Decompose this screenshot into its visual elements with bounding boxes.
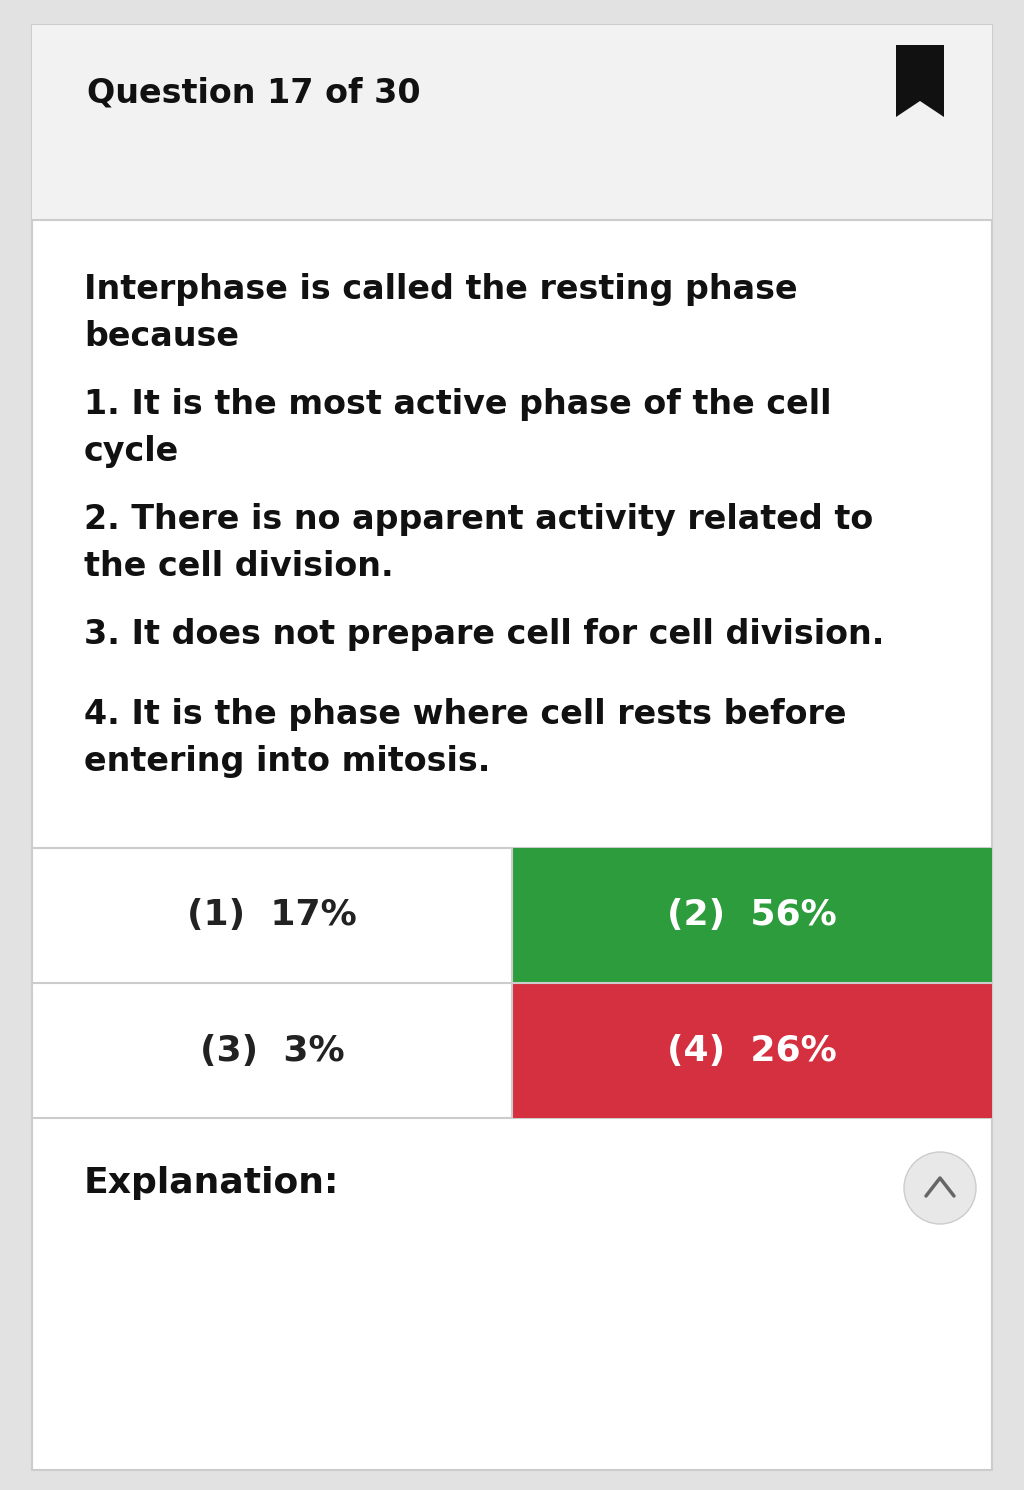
Text: (1)  17%: (1) 17% <box>187 898 357 933</box>
Text: Explanation:: Explanation: <box>84 1167 339 1199</box>
Text: (2)  56%: (2) 56% <box>667 898 837 933</box>
Bar <box>32 848 992 1118</box>
Text: Question 17 of 30: Question 17 of 30 <box>87 76 421 109</box>
Text: 3. It does not prepare cell for cell division.: 3. It does not prepare cell for cell div… <box>84 618 885 651</box>
Bar <box>32 25 992 221</box>
Text: 2. There is no apparent activity related to
the cell division.: 2. There is no apparent activity related… <box>84 504 873 583</box>
Text: Interphase is called the resting phase
because: Interphase is called the resting phase b… <box>84 273 798 353</box>
Circle shape <box>904 1152 976 1223</box>
Polygon shape <box>896 45 944 118</box>
Text: 4. It is the phase where cell rests before
entering into mitosis.: 4. It is the phase where cell rests befo… <box>84 697 847 778</box>
Text: 1. It is the most active phase of the cell
cycle: 1. It is the most active phase of the ce… <box>84 387 831 468</box>
Text: (3)  3%: (3) 3% <box>200 1034 344 1067</box>
Bar <box>512 848 992 983</box>
Text: (4)  26%: (4) 26% <box>667 1034 837 1067</box>
Bar <box>512 983 992 1118</box>
